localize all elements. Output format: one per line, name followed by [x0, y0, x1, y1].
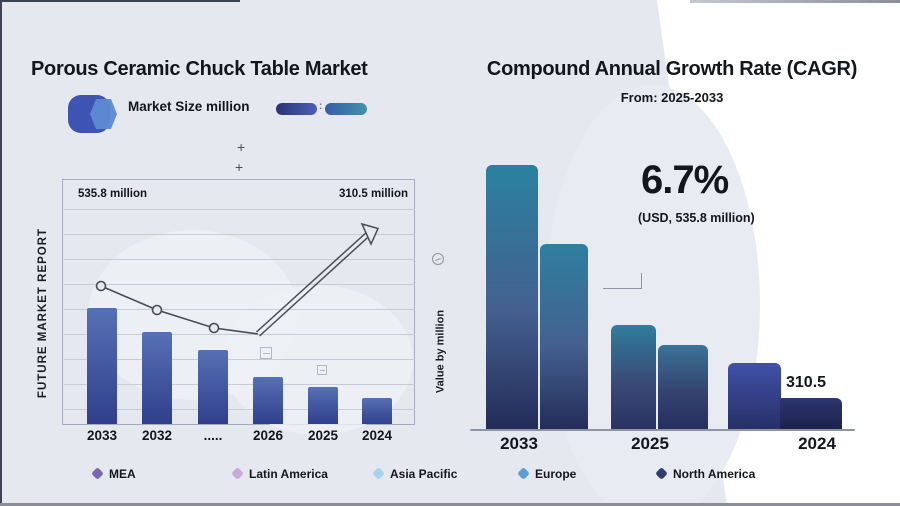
left-chart-x-label: 2024	[361, 428, 393, 443]
left-chart-x-label: 2033	[86, 428, 118, 443]
legend-marker-asia-pacific	[372, 467, 385, 480]
right-chart-bar	[540, 244, 588, 430]
right-chart-x-label: 2024	[798, 434, 836, 453]
right-chart-bar	[780, 398, 842, 430]
gridline	[64, 359, 415, 360]
step-bracket-horizontal	[603, 288, 642, 289]
right-panel-title: Compound Annual Growth Rate (CAGR)	[486, 58, 858, 80]
left-chart-bar-2033	[87, 308, 117, 424]
right-chart-x-label: 2033	[500, 434, 538, 453]
cagr-value: 6.7%	[641, 158, 729, 202]
left-chart-x-label: .....	[203, 428, 223, 443]
gridline	[64, 234, 415, 235]
gradient-pill-teal	[325, 103, 367, 115]
left-chart-bar-2026	[253, 377, 283, 424]
legend-label: North America	[673, 467, 756, 481]
right-chart-bar	[486, 165, 538, 430]
legend-marker-mea	[91, 467, 104, 480]
legend-label: Europe	[535, 467, 577, 481]
frame-bottom-line	[0, 503, 900, 506]
right-chart-axis-line	[470, 429, 855, 431]
value-by-million-label: Value by million	[434, 309, 447, 394]
left-chart-bar-2024	[362, 398, 392, 424]
gridline	[64, 284, 415, 285]
circle-dash-icon	[432, 253, 444, 265]
right-panel-subtitle: From: 2025-2033	[620, 90, 724, 105]
plus-mark-1: +	[237, 139, 246, 155]
right-chart-bar	[728, 363, 781, 430]
gridline	[64, 259, 415, 260]
legend-marker-europe	[517, 467, 530, 480]
left-chart-x-label: 2025	[307, 428, 339, 443]
watermark-vertical-text: FUTURE MARKET REPORT	[37, 227, 49, 399]
faint-doc-icon-1	[260, 347, 272, 359]
legend-label: Latin America	[249, 467, 328, 481]
plus-mark-2: +	[235, 159, 244, 175]
gridline	[64, 209, 415, 210]
right-chart-annotation: 310.5	[786, 374, 827, 391]
market-size-icon	[68, 95, 117, 133]
left-chart-start-value: 535.8 million	[78, 188, 148, 200]
legend-marker-latin-america	[231, 467, 244, 480]
right-chart-bar	[658, 345, 708, 430]
left-chart-x-label: 2026	[252, 428, 284, 443]
gridline	[64, 384, 415, 385]
left-chart-x-label: 2032	[141, 428, 173, 443]
frame-left-edge	[0, 0, 2, 506]
frame-top-left-line	[0, 0, 240, 2]
left-panel-title: Porous Ceramic Chuck Table Market	[31, 58, 368, 80]
cagr-detail: (USD, 535.8 million)	[638, 211, 755, 225]
gridline	[64, 409, 415, 410]
left-chart-bar-2032	[142, 332, 172, 424]
gradient-pill-dark	[276, 103, 317, 115]
left-chart-bar-.....	[198, 350, 228, 424]
left-chart-end-value: 310.5 million	[338, 188, 408, 200]
pill-divider: :	[319, 101, 323, 112]
step-bracket-vertical	[641, 273, 642, 289]
legend-label: Asia Pacific	[390, 467, 458, 481]
legend-label: MEA	[109, 467, 136, 481]
faint-doc-icon-2	[317, 365, 327, 375]
right-chart-bar	[611, 325, 656, 430]
left-chart-bar-2025	[308, 387, 338, 424]
market-size-label: Market Size million	[128, 99, 250, 114]
right-chart-x-label: 2025	[631, 434, 669, 453]
frame-top-right-line	[690, 0, 900, 3]
